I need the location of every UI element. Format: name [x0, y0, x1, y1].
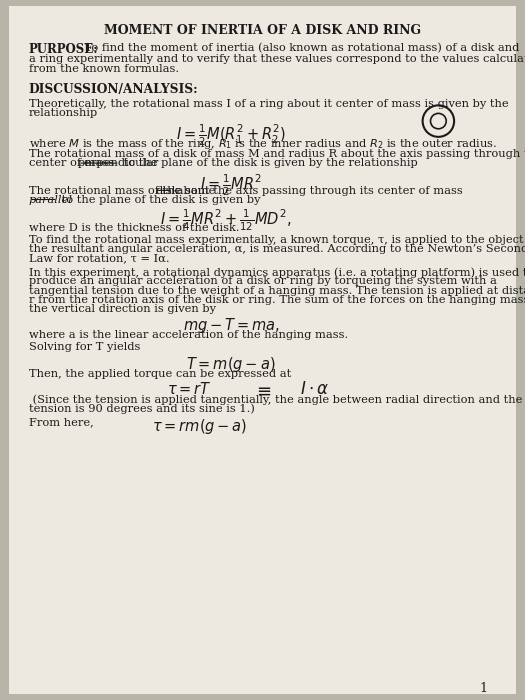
- Text: $T = m(g - a)$: $T = m(g - a)$: [186, 355, 276, 374]
- Text: tangential tension due to the weight of a hanging mass. The tension is applied a: tangential tension due to the weight of …: [29, 286, 525, 295]
- Text: from the known formulas.: from the known formulas.: [29, 64, 179, 74]
- Text: where a is the linear acceleration of the hanging mass.: where a is the linear acceleration of th…: [29, 330, 348, 340]
- Text: perpendicular: perpendicular: [78, 158, 159, 168]
- Text: produce an angular acceleration of a disk or ring by torqueing the system with a: produce an angular acceleration of a dis…: [29, 276, 497, 286]
- Text: In this experiment, a rotational dynamics apparatus (i.e. a rotating platform) i: In this experiment, a rotational dynamic…: [29, 267, 525, 278]
- FancyBboxPatch shape: [9, 6, 516, 694]
- Text: the resultant angular acceleration, α, is measured. According to the Newton’s Se: the resultant angular acceleration, α, i…: [29, 244, 525, 254]
- Text: To find the moment of inertia (also known as rotational mass) of a disk and: To find the moment of inertia (also know…: [81, 43, 520, 54]
- Text: r from the rotation axis of the disk or ring. The sum of the forces on the hangi: r from the rotation axis of the disk or …: [29, 295, 525, 304]
- Text: parallel: parallel: [29, 195, 73, 204]
- Text: $\equiv$: $\equiv$: [253, 382, 272, 400]
- Text: the vertical direction is given by: the vertical direction is given by: [29, 304, 216, 314]
- Text: (Since the tension is applied tangentially, the angle between radial direction a: (Since the tension is applied tangential…: [29, 394, 522, 405]
- Text: $\tau = rT$: $\tau = rT$: [166, 382, 212, 398]
- Text: relationship: relationship: [29, 108, 98, 118]
- Text: Law for rotation, τ = Iα.: Law for rotation, τ = Iα.: [29, 253, 170, 263]
- Text: The rotational mass of a disk of mass M and radius R about the axis passing thro: The rotational mass of a disk of mass M …: [29, 149, 525, 159]
- Text: $I = \frac{1}{2}M(R_1^2 + R_2^2)$: $I = \frac{1}{2}M(R_1^2 + R_2^2)$: [176, 122, 286, 148]
- Text: a ring experimentally and to verify that these values correspond to the values c: a ring experimentally and to verify that…: [29, 54, 525, 64]
- Text: To find the rotational mass experimentally, a known torque, τ, is applied to the: To find the rotational mass experimental…: [29, 235, 525, 245]
- Text: tension is 90 degrees and its sine is 1.): tension is 90 degrees and its sine is 1.…: [29, 403, 255, 414]
- Text: PURPOSE:: PURPOSE:: [29, 43, 99, 57]
- Text: $I \cdot \alpha$: $I \cdot \alpha$: [300, 382, 330, 398]
- Text: Solving for T yields: Solving for T yields: [29, 342, 140, 352]
- Text: to the plane of the disk is given by the relationship: to the plane of the disk is given by the…: [120, 158, 417, 168]
- Text: disk: disk: [155, 186, 179, 195]
- Text: $I = \frac{1}{4}MR^2 + \frac{1}{12}MD^2,$: $I = \frac{1}{4}MR^2 + \frac{1}{12}MD^2,…: [160, 208, 291, 233]
- Text: MOMENT OF INERTIA OF A DISK AND RING: MOMENT OF INERTIA OF A DISK AND RING: [104, 24, 421, 37]
- Text: DISCUSSION/ANALYSIS:: DISCUSSION/ANALYSIS:: [29, 83, 198, 96]
- Text: Theoretically, the rotational mass I of a ring about it center of mass is given : Theoretically, the rotational mass I of …: [29, 99, 509, 109]
- Text: center of mass: center of mass: [29, 158, 118, 168]
- Text: Then, the applied torque can be expressed at: Then, the applied torque can be expresse…: [29, 369, 291, 379]
- Text: where $M$ is the mass of the ring, $R_1$ is the inner radius and $R_2$ is the ou: where $M$ is the mass of the ring, $R_1$…: [29, 137, 497, 151]
- Text: about the axis passing through its center of mass: about the axis passing through its cente…: [173, 186, 463, 195]
- Text: From here,: From here,: [29, 417, 93, 427]
- Text: The rotational mass of the same: The rotational mass of the same: [29, 186, 219, 195]
- Text: $mg - T = ma,$: $mg - T = ma,$: [183, 316, 279, 335]
- Text: $\tau = rm(g - a)$: $\tau = rm(g - a)$: [152, 417, 247, 436]
- Text: where D is the thickness of the disk.: where D is the thickness of the disk.: [29, 223, 239, 232]
- Text: to the plane of the disk is given by: to the plane of the disk is given by: [58, 195, 260, 204]
- Text: 1: 1: [479, 682, 487, 696]
- Text: $I = \frac{1}{2}MR^2$: $I = \frac{1}{2}MR^2$: [200, 172, 262, 197]
